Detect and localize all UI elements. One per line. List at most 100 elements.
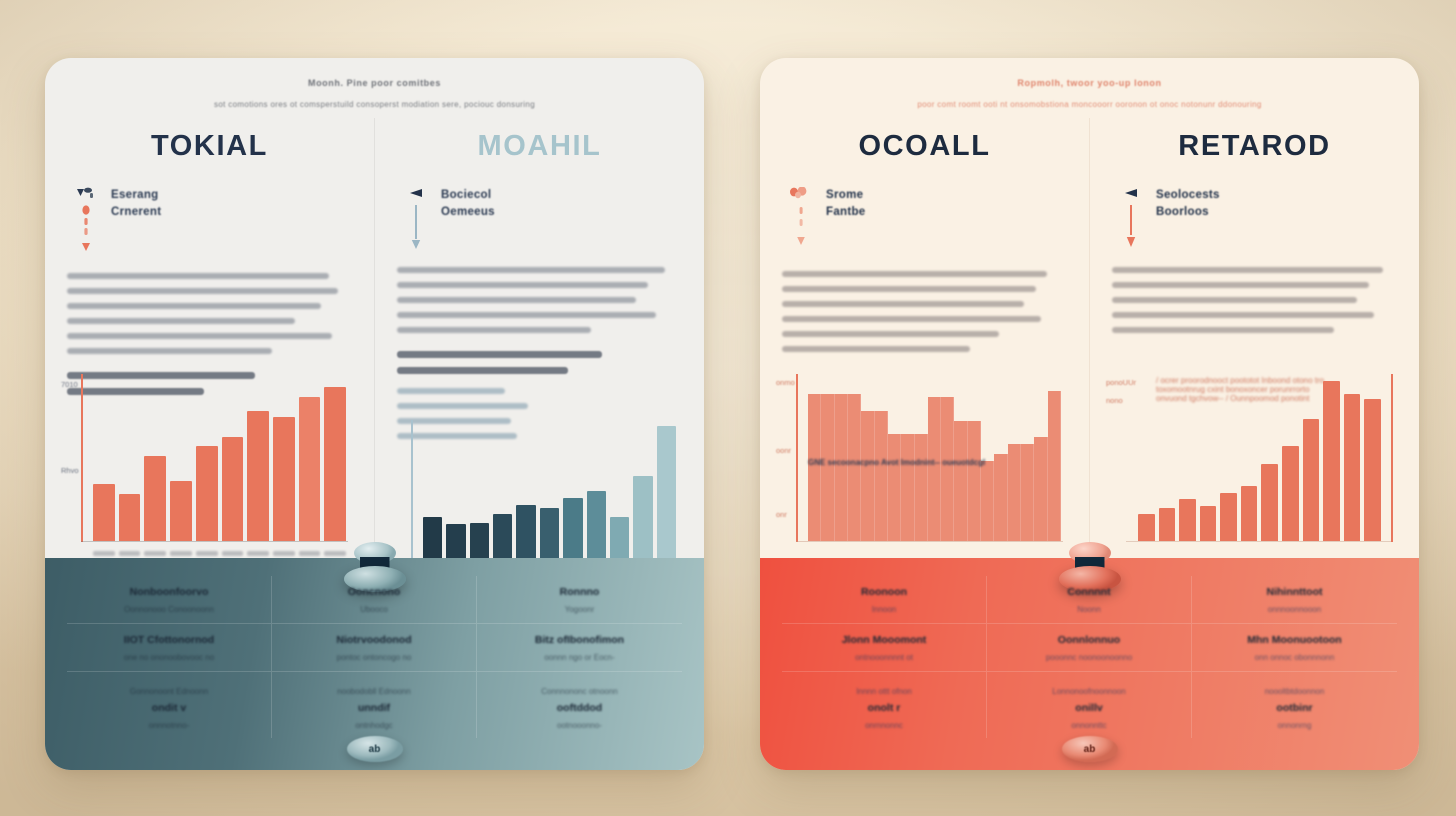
headline-tokial: TOKIAL: [150, 130, 268, 162]
subhead-line-1: Srome: [826, 189, 864, 201]
bar: [423, 517, 443, 567]
subhead-text: Eserang Crnerent: [111, 187, 161, 257]
subhead-retarod: Seolocests Boorloos: [1112, 187, 1397, 251]
grid-cell[interactable]: Connnononc otnoonn ooftddod ootnooonno-: [477, 672, 682, 738]
pin-marker-top[interactable]: [1058, 530, 1121, 592]
bar: [1158, 507, 1176, 541]
cell-sub: Ubooco: [360, 604, 388, 614]
bar-series-moahil: [423, 420, 676, 567]
grid-cell[interactable]: Roonoon Innoon: [782, 576, 987, 624]
column-ocoall: OCOALL Srome Fantbe: [760, 118, 1089, 598]
bar: [469, 522, 490, 567]
subhead-ocoall: Srome Fantbe: [782, 187, 1067, 255]
pin-nub-button[interactable]: ab: [1061, 736, 1118, 762]
kicker-left: Moonh. Pine poor comitbes sot comotions …: [45, 78, 704, 109]
grid-cell[interactable]: Innnn ottt ofnon onolt r onrnnonnc: [782, 672, 987, 738]
cell-sub: onnnoonnooon: [1267, 604, 1322, 614]
bar: [118, 494, 141, 541]
subhead-line-2: Oemeeus: [441, 205, 495, 218]
bar: [1138, 514, 1155, 541]
cell-sub: onn onnoc obonnnonn: [1254, 652, 1335, 662]
cell-sub: Oonnonooo Conoonoonn: [124, 604, 214, 614]
cell-title: unndif: [357, 702, 391, 714]
grid-cell[interactable]: Jlonn Mooomont ontnooonnnnt ot: [782, 624, 987, 672]
y-tick-mid: Rhvo: [61, 466, 79, 475]
headline-retarod: RETAROD: [1178, 130, 1331, 162]
cell-sub: one no ononoobovooc no: [123, 652, 215, 662]
bar-series-tokial: [93, 374, 347, 541]
y-tick-sub: nono: [1106, 396, 1123, 405]
y-tick-low: onr: [776, 510, 787, 519]
y-axis-right: [1391, 374, 1393, 542]
grid-cell[interactable]: Bitz ofIbonofimon oonnn ngo or Eocn-: [477, 624, 682, 672]
chart-tokial: 7010 Rhvo: [61, 374, 352, 584]
bar: [1302, 419, 1320, 541]
grid-cell[interactable]: Nihinnttoot onnnoonnooon: [1192, 576, 1397, 624]
cell-title: onolt r: [867, 702, 901, 714]
bar: [633, 475, 653, 567]
grid-cell[interactable]: Ooncnono Ubooco: [272, 576, 477, 624]
grid-cell[interactable]: noooltbtdoonnon ootbinr onnonrng: [1192, 672, 1397, 738]
subhead-line-2: Fantbe: [826, 205, 866, 218]
subhead-text: Srome Fantbe: [826, 187, 866, 255]
chart-annotation: GNE secoonacpno Avot Imodnint-- oueuotdc…: [808, 458, 986, 467]
cell-title: Ronnno: [559, 585, 600, 598]
grid-cell[interactable]: Lonnonoofnoonnoon onillv onnonnttc: [987, 672, 1192, 738]
grid-cell[interactable]: Niotrvoodonod pontoc ontoncogo no: [272, 624, 477, 672]
bar: [298, 397, 321, 541]
x-axis: [81, 541, 348, 542]
grid-cell[interactable]: Mhn Moonuootoon onn onnoc obonnnonn: [1192, 624, 1397, 672]
kicker-title: Moonh. Pine poor comitbes: [307, 78, 441, 88]
bar: [195, 445, 218, 541]
cell-title: ooftddod: [556, 702, 603, 714]
bar: [1220, 492, 1237, 541]
grid-cell[interactable]: Connnnt Noonn: [987, 576, 1192, 624]
cell-title: IIOT Cfottonornod: [123, 633, 215, 646]
bar: [170, 480, 192, 541]
grid-cell[interactable]: Nonboonfoorvo Oonnonooo Conoonoonn: [67, 576, 272, 624]
y-tick-top: 7010: [61, 380, 78, 389]
down-arrow-icon: [797, 207, 805, 245]
column-retarod: RETAROD Seolocests Boorloos: [1089, 118, 1419, 598]
y-tick-top: onmo: [776, 378, 795, 387]
bar: [1199, 505, 1217, 541]
headline-ocoall: OCOALL: [858, 130, 991, 162]
bar: [1364, 399, 1381, 541]
cell-eyebrow: Innnn ottt ofnon: [856, 687, 912, 696]
bar: [1261, 464, 1279, 541]
subhead-line-2: Crnerent: [111, 205, 162, 218]
body-paragraph-bold: [67, 372, 352, 395]
y-axis: [796, 374, 798, 542]
kicker-right: Ropmolh, twoor yoo-up lonon poor comt ro…: [760, 78, 1419, 109]
cell-sub: Innoon: [871, 604, 897, 614]
grid-cell[interactable]: Oonnlonnuo pooonnc noonoonoonno: [987, 624, 1192, 672]
bar: [1323, 380, 1340, 541]
y-tick-mid: oonr: [776, 446, 792, 455]
columns-right: OCOALL Srome Fantbe: [760, 118, 1419, 598]
bar: [1282, 445, 1299, 541]
bar-series-retarod: [1138, 374, 1381, 541]
pin-nub-button[interactable]: ab: [346, 736, 403, 762]
pin-marker-top[interactable]: [343, 530, 406, 592]
bar: [221, 437, 244, 541]
grid-cell[interactable]: IIOT Cfottonornod one no ononoobovooc no: [67, 624, 272, 672]
icon-column: [73, 187, 99, 257]
grid-cell[interactable]: noobodobll Ednoonn unndif ontnhodgc: [272, 672, 477, 738]
down-arrow-icon: [82, 205, 90, 251]
pin-base-icon: [343, 566, 406, 592]
cell-sub: onnonrng: [1277, 721, 1312, 730]
y-tick-top: ponoUUr: [1106, 378, 1137, 387]
x-axis: [796, 541, 1063, 542]
summary-grid-right: Roonoon Innoon Connnnt Noonn Nihinnttoot on…: [760, 542, 1419, 770]
grid-cell[interactable]: Ronnno Yogoonr: [477, 576, 682, 624]
cell-sub: Yogoonr: [564, 604, 595, 614]
grid-cell[interactable]: Gonnonoont Ednoonn ondit v onnnotnno-: [67, 672, 272, 738]
chart-ocoall: onmo oonr onr GNE secoonacpno Avot Imodn…: [776, 374, 1067, 584]
columns-left: TOKIAL Eserang: [45, 118, 704, 598]
cell-eyebrow: Gonnonoont Ednoonn: [129, 687, 209, 696]
summary-grid-left: Nonboonfoorvo Oonnonooo Conoonoonn Ooncno…: [45, 542, 704, 770]
grid-cells: Roonoon Innoon Connnnt Noonn Nihinnttoot on…: [782, 576, 1397, 738]
column-tokial: TOKIAL Eserang: [45, 118, 374, 598]
cell-sub: oonnn ngo or Eocn-: [544, 652, 615, 662]
chart-annotation: / ocrer proorodnooct poototot Inboond ot…: [1156, 376, 1325, 403]
